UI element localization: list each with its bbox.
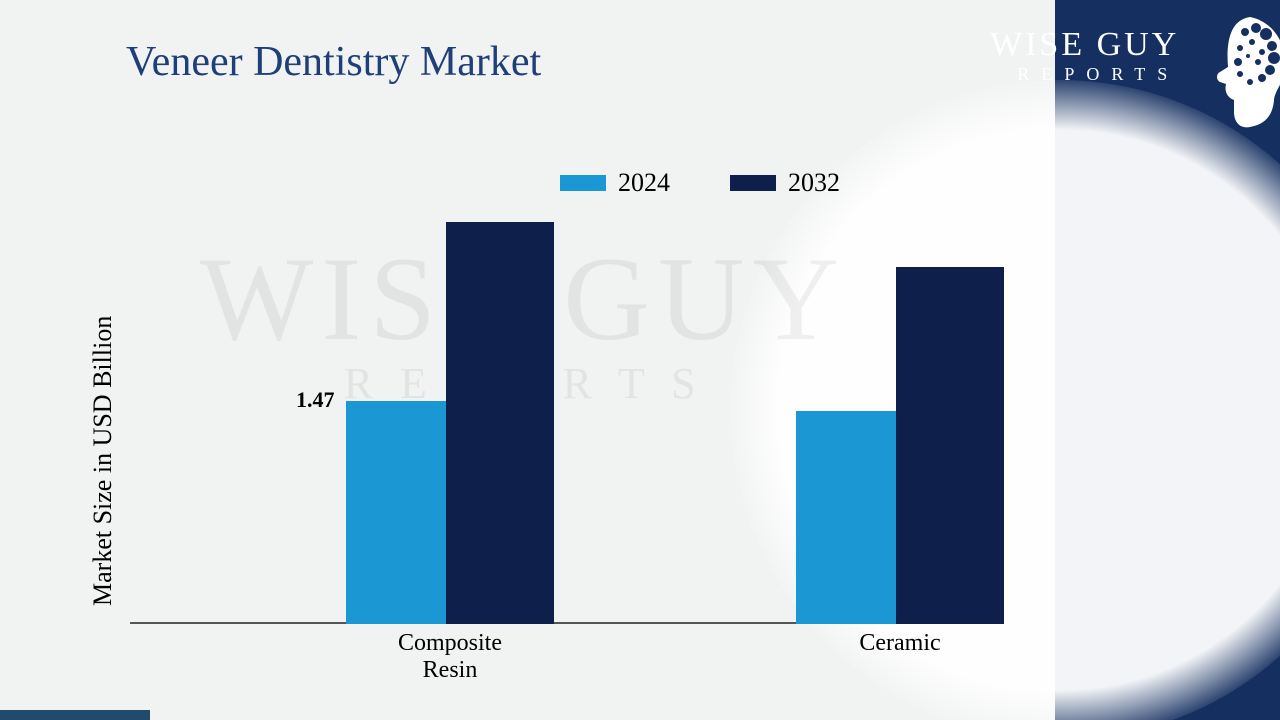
bar <box>796 411 904 624</box>
chart-title: Veneer Dentistry Market <box>126 38 541 86</box>
plot-area: 1.47CompositeResinCeramic <box>130 214 1000 624</box>
legend-item: 2024 <box>560 168 670 198</box>
data-label: 1.47 <box>296 387 335 413</box>
category-label: CompositeResin <box>330 630 570 684</box>
bar <box>346 401 454 624</box>
legend-swatch <box>730 175 776 191</box>
brand-subtitle: REPORTS <box>990 64 1179 85</box>
chart-canvas: WISE GUYR E P O R T SVeneer Dentistry Ma… <box>0 0 1280 720</box>
footer-accent <box>0 710 150 720</box>
legend-label: 2032 <box>788 168 840 198</box>
brand-head-icon <box>1190 12 1280 132</box>
bar-group: 1.47 <box>346 214 554 624</box>
bar <box>446 222 554 624</box>
y-axis-label: Market Size in USD Billion <box>88 316 118 606</box>
brand-logo: WISE GUYREPORTS <box>990 26 1179 85</box>
brand-name: WISE GUY <box>990 26 1179 64</box>
legend-item: 2032 <box>730 168 840 198</box>
legend: 2024 2032 <box>560 168 840 198</box>
category-label: Ceramic <box>780 630 1020 657</box>
bar <box>896 267 1004 624</box>
legend-label: 2024 <box>618 168 670 198</box>
bar-group <box>796 214 1004 624</box>
legend-swatch <box>560 175 606 191</box>
